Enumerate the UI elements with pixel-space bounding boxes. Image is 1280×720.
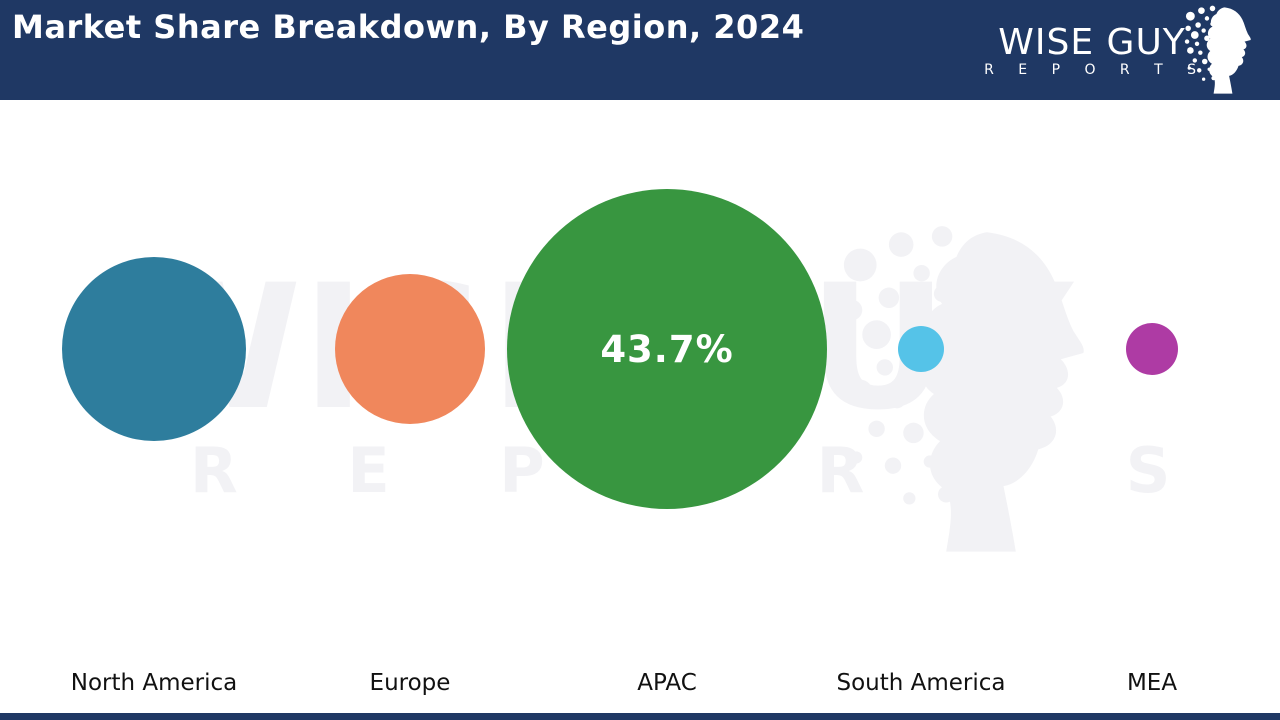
header-bar: Market Share Breakdown, By Region, 2024 …	[0, 0, 1280, 100]
brand-tagline: R E P O R T S	[984, 61, 1206, 78]
category-label-mea: MEA	[1126, 670, 1178, 696]
category-label-south-america: South America	[836, 670, 1006, 696]
bubble-south-america	[898, 326, 944, 372]
bubble-value-label: 43.7%	[600, 327, 734, 371]
page-title: Market Share Breakdown, By Region, 2024	[12, 8, 805, 46]
bubble-apac: 43.7%	[507, 189, 827, 509]
bubble-mea	[1126, 323, 1178, 375]
brand-logo-text: WISE GUY R E P O R T S	[978, 24, 1206, 78]
category-label-europe: Europe	[369, 670, 451, 696]
category-label-apac: APAC	[637, 670, 697, 696]
bubble-europe	[335, 274, 485, 424]
brand-logo: WISE GUY R E P O R T S	[978, 5, 1266, 96]
footer-bar	[0, 713, 1280, 720]
category-label-north-america: North America	[70, 670, 238, 696]
brand-name: WISE GUY	[998, 22, 1186, 64]
bubble-north-america	[62, 257, 246, 441]
